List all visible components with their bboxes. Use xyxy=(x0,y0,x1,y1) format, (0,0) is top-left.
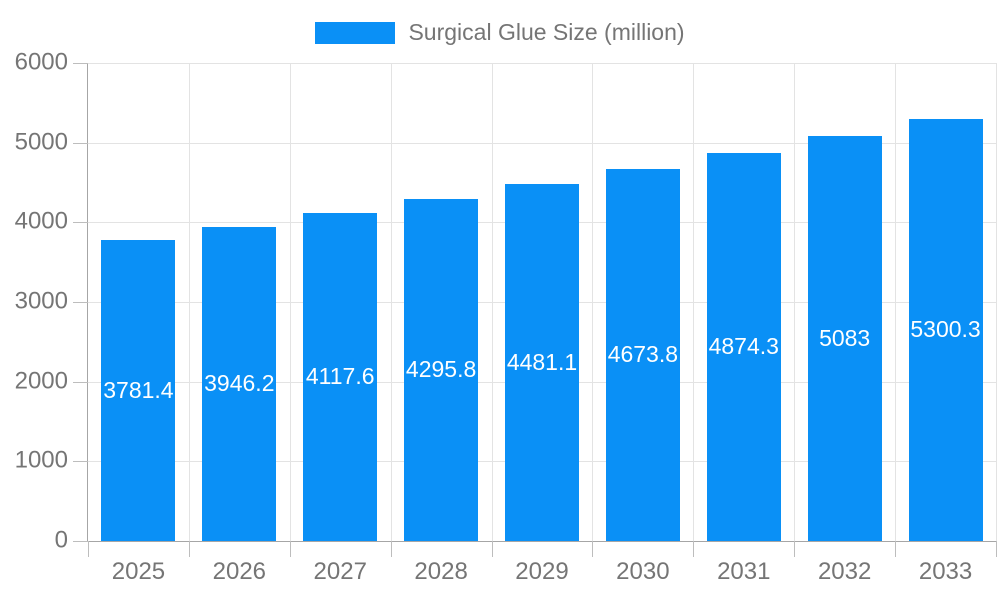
legend-color-swatch xyxy=(315,21,396,44)
bar[interactable]: 4295.8 xyxy=(404,198,479,541)
y-axis-tick xyxy=(73,541,88,542)
bar-value-label: 5300.3 xyxy=(910,316,981,343)
h-gridline xyxy=(88,142,996,144)
x-axis-tick xyxy=(491,541,493,557)
bar[interactable]: 4481.1 xyxy=(505,184,579,541)
bar[interactable]: 3946.2 xyxy=(202,226,277,541)
y-axis-tick xyxy=(73,381,88,383)
v-gridline xyxy=(895,63,897,541)
x-axis-tick xyxy=(592,541,594,557)
bar[interactable]: 4117.6 xyxy=(303,212,378,541)
x-axis-tick xyxy=(188,541,190,557)
x-axis-tick xyxy=(289,541,291,557)
y-axis-tick xyxy=(73,461,88,463)
bar[interactable]: 3781.4 xyxy=(101,239,176,541)
bar[interactable]: 5300.3 xyxy=(908,118,983,541)
v-gridline xyxy=(188,63,190,541)
bar-value-label: 4295.8 xyxy=(405,356,477,383)
bar[interactable]: 5083 xyxy=(807,136,882,541)
v-gridline xyxy=(794,63,796,541)
x-axis-label: 2027 xyxy=(313,558,367,585)
x-axis-tick xyxy=(794,541,796,557)
y-axis-label: 1000 xyxy=(14,446,68,474)
bar[interactable]: 4874.3 xyxy=(706,152,781,541)
x-axis-tick xyxy=(895,541,897,557)
x-axis-tick xyxy=(996,541,997,557)
bar-value-label: 3781.4 xyxy=(103,376,174,403)
v-gridline xyxy=(693,63,695,541)
x-axis-label: 2029 xyxy=(515,558,569,585)
y-axis-label: 2000 xyxy=(14,367,68,395)
v-gridline xyxy=(390,63,392,541)
y-axis-tick xyxy=(73,142,88,144)
bar[interactable]: 4673.8 xyxy=(605,168,680,541)
y-axis-label: 3000 xyxy=(14,287,68,315)
x-axis-label: 2026 xyxy=(212,558,267,585)
y-axis-label: 5000 xyxy=(14,128,68,156)
x-axis-tick xyxy=(693,541,695,557)
legend-label: Surgical Glue Size (million) xyxy=(408,19,685,45)
v-gridline xyxy=(592,63,594,541)
x-axis-label: 2031 xyxy=(717,558,771,585)
x-axis-label: 2028 xyxy=(414,558,468,585)
x-axis-label: 2025 xyxy=(111,558,166,585)
x-axis-label: 2030 xyxy=(616,558,670,585)
y-axis-tick xyxy=(73,222,88,224)
bar-value-label: 5083 xyxy=(819,325,871,352)
bar-value-label: 4117.6 xyxy=(305,363,375,390)
bar-value-label: 4673.8 xyxy=(607,341,679,368)
x-axis-tick xyxy=(390,541,392,557)
y-axis-label: 6000 xyxy=(14,48,68,76)
bar-value-label: 4481.1 xyxy=(506,349,578,375)
y-axis-label: 0 xyxy=(54,526,68,554)
x-axis-tick xyxy=(88,541,89,557)
y-axis-tick xyxy=(73,302,88,303)
v-gridline xyxy=(996,63,997,541)
x-axis-label: 2033 xyxy=(918,558,973,585)
y-axis-tick xyxy=(73,63,88,64)
bar-value-label: 3946.2 xyxy=(204,370,275,397)
y-axis-label: 4000 xyxy=(14,207,68,235)
bar-value-label: 4874.3 xyxy=(708,333,779,360)
legend: Surgical Glue Size (million) xyxy=(0,19,1000,46)
plot-area: 0 1000 2000 3000 4000 5000 6000 2025 2026 2027 202… xyxy=(15,48,997,585)
legend-item-surgical-glue-size[interactable]: Surgical Glue Size (million) xyxy=(315,19,685,46)
v-gridline xyxy=(491,63,493,541)
h-gridline xyxy=(88,63,996,64)
v-gridline xyxy=(289,63,291,541)
x-axis-label: 2032 xyxy=(817,558,872,585)
